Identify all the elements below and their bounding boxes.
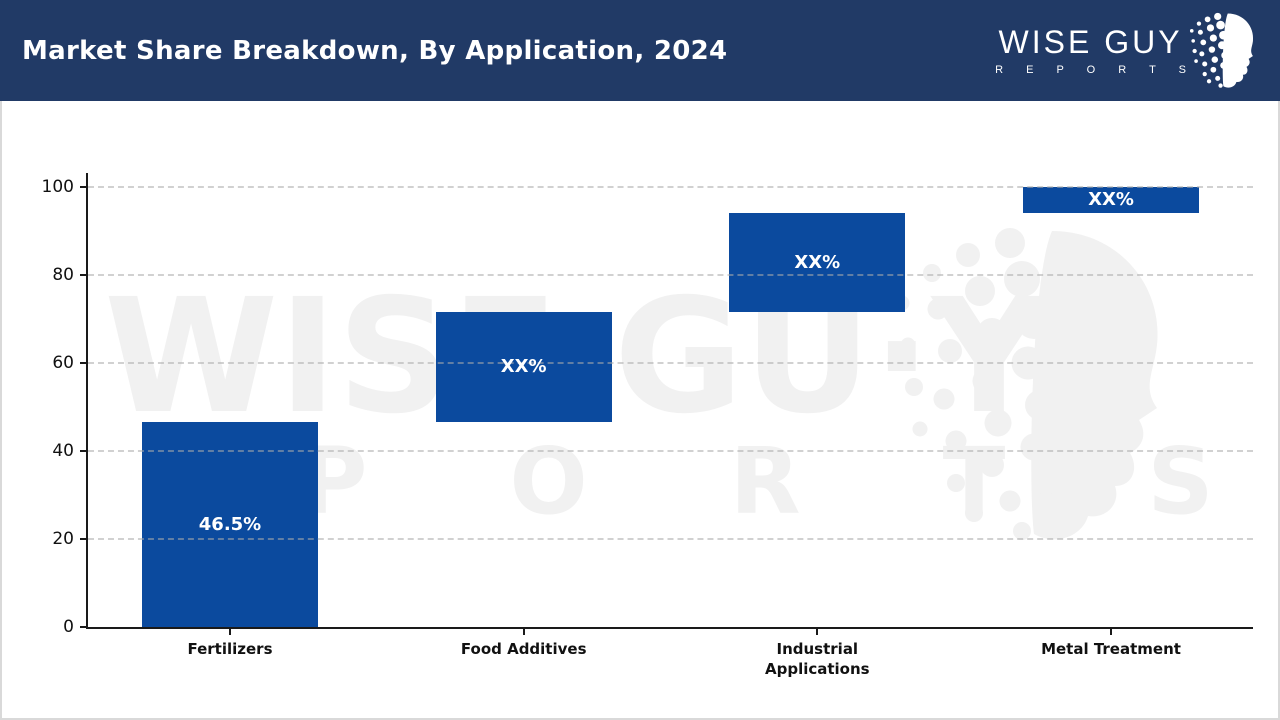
y-tick [80,274,86,276]
y-axis-tick-label: 40 [52,441,74,461]
y-tick [80,450,86,452]
bar [142,422,318,627]
brand-name: WISE GUY [998,23,1183,60]
page-title: Market Share Breakdown, By Application, … [22,35,728,66]
bar-value-label: 46.5% [198,513,262,535]
brand-logo-text: WISE GUY R E P O R T S [985,26,1196,76]
x-tick [816,627,819,635]
y-axis-tick-label: 100 [41,177,74,197]
y-axis-tick-label: 60 [52,353,74,373]
y-axis-line [86,173,88,629]
y-tick [80,362,86,364]
gridline [88,362,1253,364]
gridline [88,538,1253,540]
bar [1023,187,1199,214]
x-axis-label: Food Additives [460,640,587,658]
brand-logo: WISE GUY R E P O R T S [985,11,1258,91]
x-axis-line [86,627,1253,629]
gridline [88,450,1253,452]
x-axis-label: Fertilizers [187,640,273,658]
gridline [88,186,1253,188]
bar [729,213,906,313]
bar-value-label: XX% [1088,189,1134,211]
bar [435,312,612,423]
y-axis-tick-label: 20 [52,529,74,549]
brand-tagline: R E P O R T S [995,63,1196,76]
brand-face-icon [1189,12,1254,88]
x-tick [522,627,525,635]
x-axis-label: Industrial Applications [764,640,870,678]
bar-value-label: XX% [794,251,841,273]
x-axis-label: Metal Treatment [1041,640,1181,658]
y-tick [80,538,86,540]
y-tick [80,186,86,188]
report-header: Market Share Breakdown, By Application, … [0,0,1280,101]
y-axis-tick-label: 0 [63,617,74,637]
x-tick [229,627,231,635]
bar-value-label: XX% [500,356,547,378]
x-tick [1110,627,1112,635]
gridline [88,274,1253,276]
y-tick [80,626,86,628]
y-axis-tick-label: 80 [52,265,74,285]
